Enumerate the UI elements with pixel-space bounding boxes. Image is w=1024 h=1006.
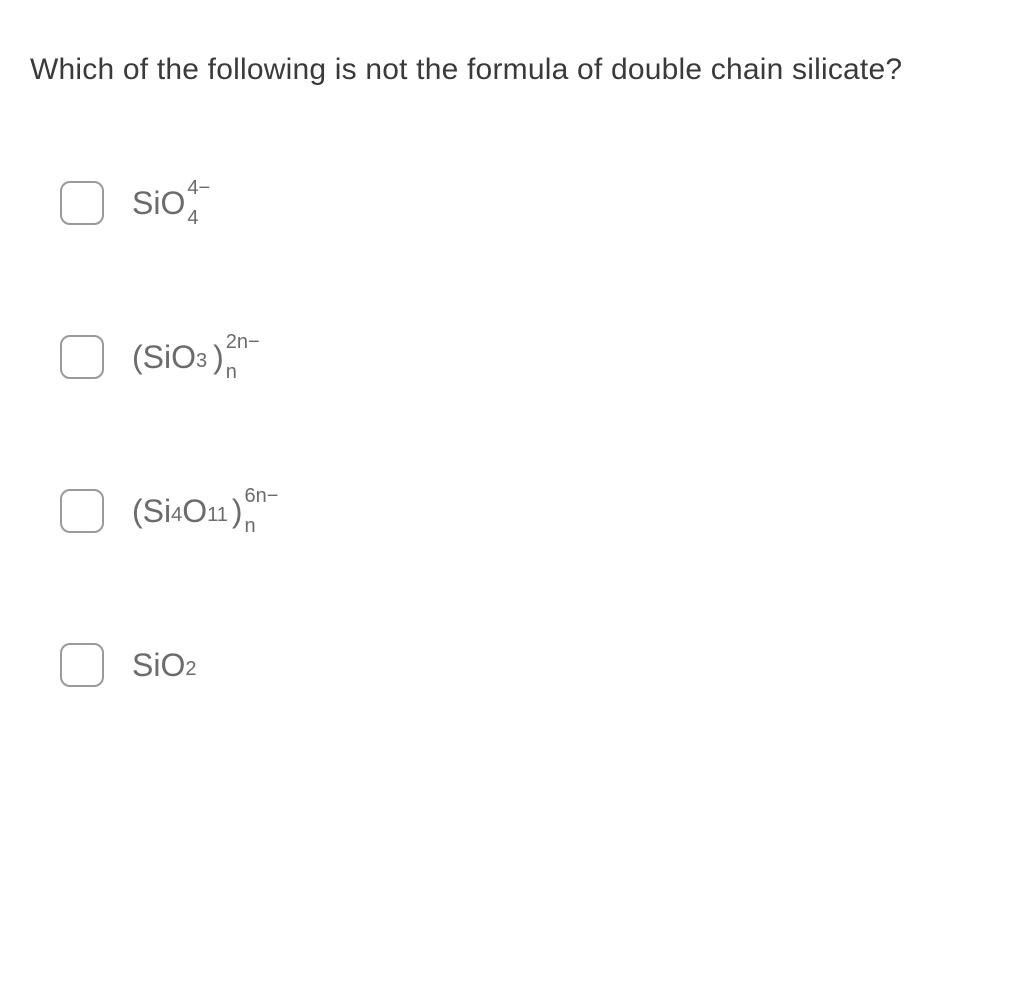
- formula-outer-supsub: 2n− n: [226, 339, 260, 375]
- formula-b: ( SiO 3 ) 2n− n: [132, 339, 260, 375]
- paren-open: (: [132, 495, 143, 527]
- formula-prefix: SiO: [132, 187, 185, 219]
- formula-c: ( Si 4 O 11 ) 6n− n: [132, 493, 278, 529]
- question-page: Which of the following is not the formul…: [0, 0, 1024, 687]
- formula-a: SiO 4− 4: [132, 185, 210, 221]
- formula-sub2: 11: [207, 505, 228, 525]
- formula-prefix: Si: [143, 495, 171, 527]
- option-b[interactable]: ( SiO 3 ) 2n− n: [60, 335, 994, 379]
- formula-prefix: SiO: [143, 341, 196, 373]
- paren-open: (: [132, 341, 143, 373]
- formula-prefix: SiO: [132, 649, 185, 681]
- formula-outer-sub: n: [226, 363, 260, 381]
- formula-sup: 4−: [187, 179, 210, 197]
- formula-supsub: 4− 4: [187, 185, 210, 221]
- checkbox-a[interactable]: [60, 181, 104, 225]
- options-list: SiO 4− 4 ( SiO 3 ) 2n− n: [30, 181, 994, 687]
- checkbox-c[interactable]: [60, 489, 104, 533]
- paren-close: ): [232, 495, 243, 527]
- option-a[interactable]: SiO 4− 4: [60, 181, 994, 225]
- paren-close: ): [213, 341, 224, 373]
- formula-sub: 3: [196, 351, 207, 371]
- checkbox-d[interactable]: [60, 643, 104, 687]
- formula-outer-sup: 6n−: [245, 487, 279, 505]
- formula-mid: O: [182, 495, 207, 527]
- formula-sub: 2: [185, 659, 196, 679]
- formula-sub: 4: [187, 209, 210, 227]
- option-d[interactable]: SiO 2: [60, 643, 994, 687]
- formula-outer-sup: 2n−: [226, 333, 260, 351]
- question-text: Which of the following is not the formul…: [30, 50, 994, 91]
- formula-outer-sub: n: [245, 517, 279, 535]
- option-c[interactable]: ( Si 4 O 11 ) 6n− n: [60, 489, 994, 533]
- checkbox-b[interactable]: [60, 335, 104, 379]
- formula-outer-supsub: 6n− n: [245, 493, 279, 529]
- formula-d: SiO 2: [132, 649, 196, 681]
- formula-sub1: 4: [171, 505, 182, 525]
